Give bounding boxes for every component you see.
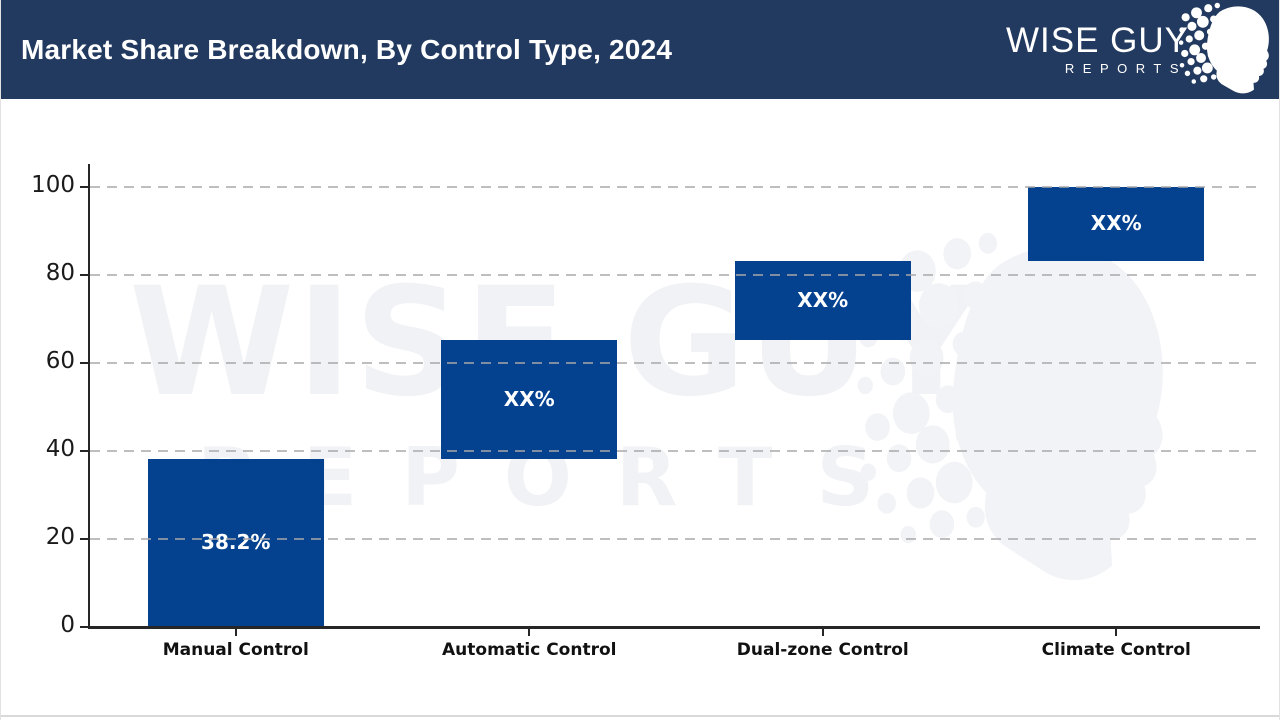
y-tick-label: 20 bbox=[45, 524, 75, 550]
bar-segment: XX% bbox=[441, 340, 618, 459]
logo-line2: REPORTS bbox=[1064, 61, 1187, 76]
gridline-40 bbox=[90, 450, 1263, 452]
y-tick-label: 100 bbox=[31, 172, 75, 198]
x-tick-mark bbox=[528, 629, 531, 636]
bar-value-label: XX% bbox=[797, 287, 849, 312]
bar-segment: XX% bbox=[734, 260, 911, 341]
y-axis-spine bbox=[88, 164, 90, 629]
page-title: Market Share Breakdown, By Control Type,… bbox=[21, 33, 673, 65]
bar-value-label: XX% bbox=[503, 386, 555, 411]
y-tick-mark bbox=[80, 186, 88, 188]
y-tick-mark bbox=[80, 450, 88, 452]
y-tick-mark bbox=[80, 538, 88, 540]
x-tick-label: Climate Control bbox=[1041, 640, 1191, 660]
gridline-20 bbox=[90, 538, 1263, 540]
x-tick-mark bbox=[821, 629, 824, 636]
wiseguy-head-icon bbox=[1178, 2, 1269, 94]
wiseguy-logo: WISE GUY REPORTS bbox=[1006, 0, 1275, 99]
x-tick-mark bbox=[234, 629, 237, 636]
x-axis-spine bbox=[88, 626, 1260, 629]
gridline-100 bbox=[90, 186, 1263, 188]
wiseguy-logo-text: WISE GUY REPORTS bbox=[1006, 23, 1189, 76]
bar-value-label: 38.2% bbox=[201, 529, 271, 554]
x-tick-label: Dual-zone Control bbox=[736, 640, 909, 660]
bar-segment: 38.2% bbox=[147, 458, 324, 627]
bar-segment: XX% bbox=[1028, 187, 1205, 261]
y-tick-mark bbox=[80, 274, 88, 276]
header: Market Share Breakdown, By Control Type,… bbox=[1, 0, 1279, 99]
y-tick-mark bbox=[80, 362, 88, 364]
x-tick-label: Automatic Control bbox=[442, 640, 617, 660]
bar-value-label: XX% bbox=[1090, 210, 1142, 235]
logo-line1: WISE GUY bbox=[1005, 21, 1189, 60]
gridline-60 bbox=[90, 362, 1263, 364]
y-tick-label: 60 bbox=[45, 348, 75, 374]
x-tick-mark bbox=[1115, 629, 1118, 636]
gridline-80 bbox=[90, 274, 1263, 276]
page-bottom-divider bbox=[1, 715, 1279, 717]
y-tick-label: 40 bbox=[45, 436, 75, 462]
y-tick-label: 80 bbox=[45, 260, 75, 286]
y-tick-label: 0 bbox=[60, 612, 75, 638]
x-tick-label: Manual Control bbox=[162, 640, 309, 660]
y-tick-mark bbox=[80, 626, 88, 628]
